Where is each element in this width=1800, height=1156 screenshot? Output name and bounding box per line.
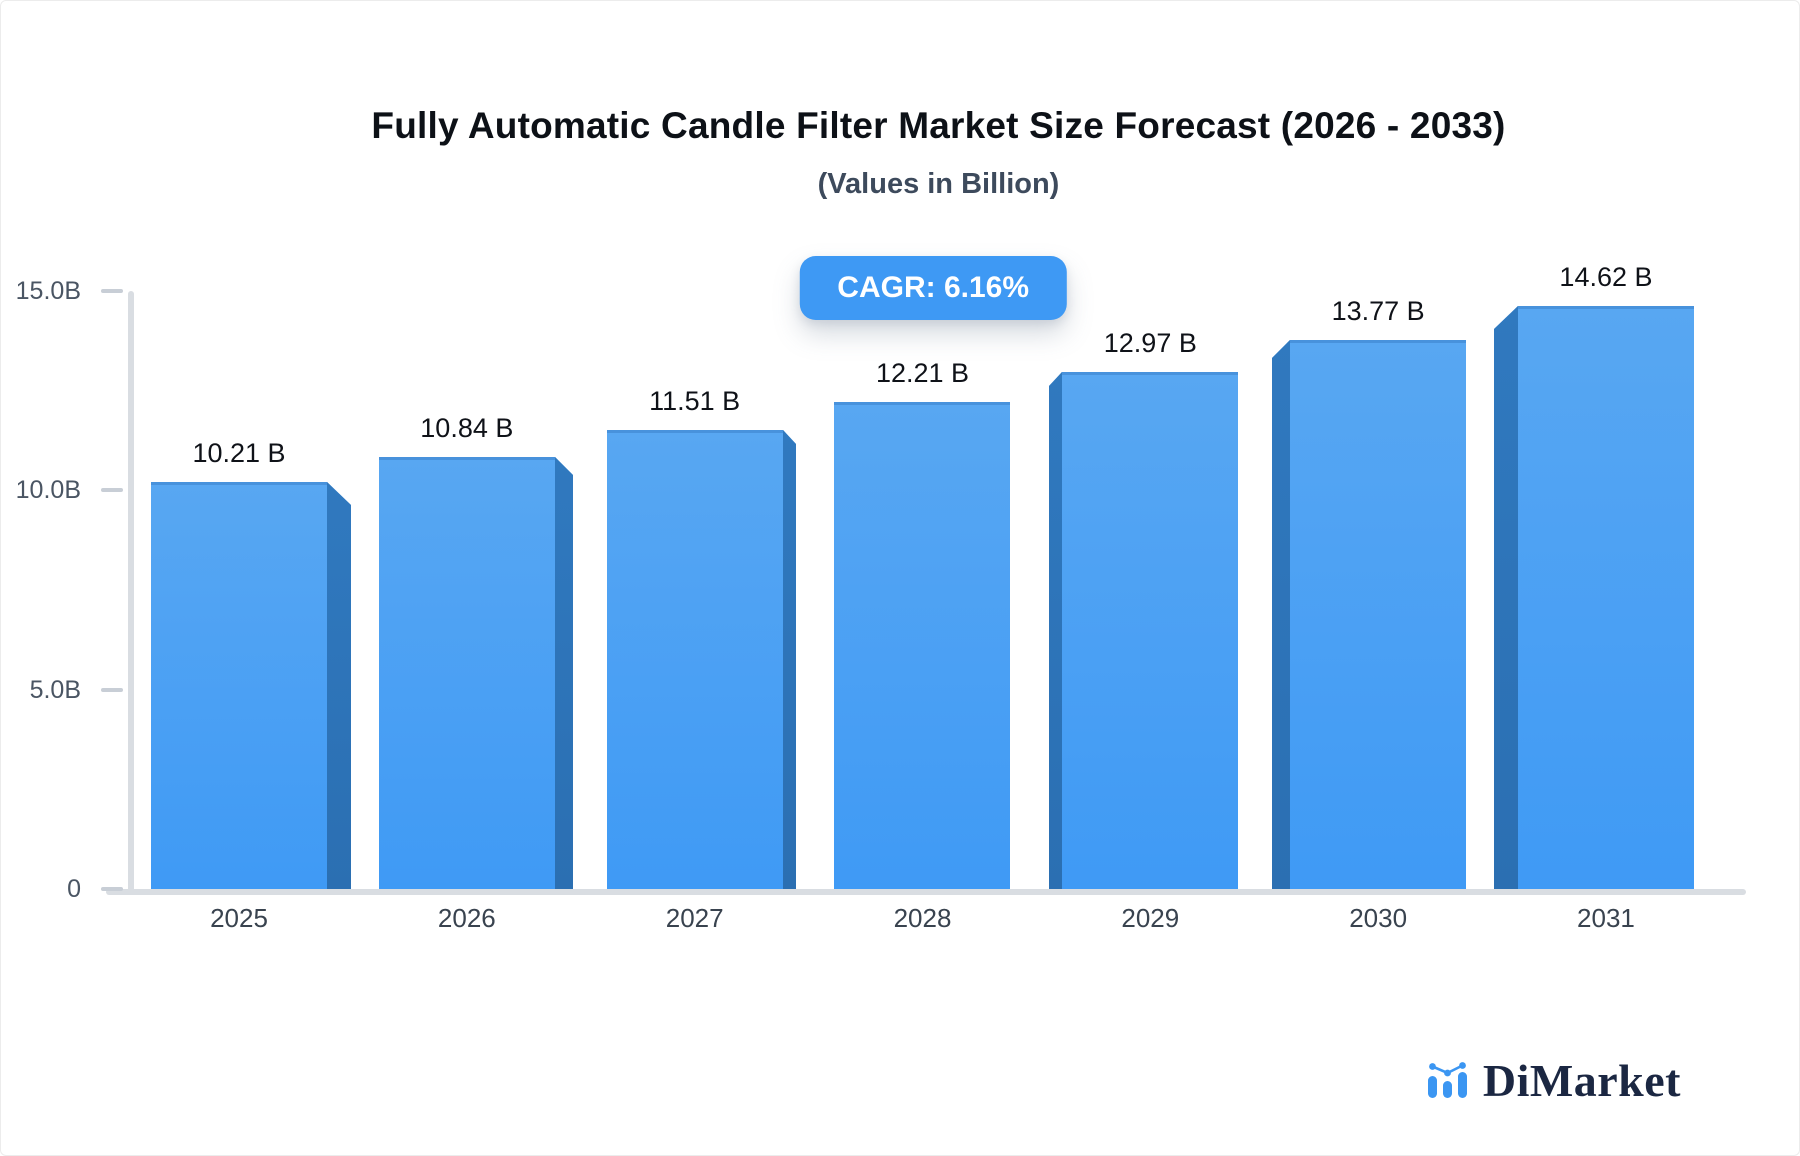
bar-3d-side xyxy=(1494,306,1518,889)
bar-chart-logo-icon xyxy=(1427,1062,1467,1098)
bar-3d-side xyxy=(327,482,351,889)
bar-value-label-2031: 14.62 B xyxy=(1559,262,1653,292)
bar-2030 xyxy=(1272,340,1466,889)
bar-3d-side xyxy=(783,430,796,889)
chart-title: Fully Automatic Candle Filter Market Siz… xyxy=(371,105,1506,146)
y-tick xyxy=(101,687,123,692)
y-tick xyxy=(101,887,123,891)
bar-value-label-2029: 12.97 B xyxy=(1103,328,1197,358)
cagr-badge: CAGR: 6.16% xyxy=(799,256,1068,320)
y-axis-line xyxy=(128,291,134,894)
bar-value-label-2025: 10.21 B xyxy=(192,438,286,468)
bar-value-label-2028: 12.21 B xyxy=(875,358,970,388)
bar-2025 xyxy=(151,482,351,889)
brand-logo: DiMarket xyxy=(1424,1054,1681,1107)
x-axis-line xyxy=(106,889,1746,895)
bar-2029 xyxy=(1049,372,1238,889)
bar-2028 xyxy=(834,402,1010,889)
bar-value-label-2030: 13.77 B xyxy=(1331,296,1425,326)
y-axis-label: 10.0B xyxy=(15,476,81,505)
plot-area xyxy=(131,291,1746,889)
bar-3d-side xyxy=(555,457,573,889)
x-axis-label-2026: 2026 xyxy=(437,903,496,933)
x-axis-label-2025: 2025 xyxy=(210,903,268,933)
x-axis-label-2029: 2029 xyxy=(1121,903,1180,933)
y-axis-label: 15.0B xyxy=(15,277,81,305)
bar-value-label-2026: 10.84 B xyxy=(420,413,514,443)
y-tick xyxy=(101,289,123,293)
brand-name: DiMarket xyxy=(1482,1055,1681,1106)
y-axis-label: 5.0B xyxy=(29,675,81,704)
y-tick xyxy=(101,488,123,493)
bar-3d-side xyxy=(1272,340,1290,889)
bar-2026 xyxy=(379,457,573,889)
bar-2027 xyxy=(607,430,796,889)
x-axis-label-2028: 2028 xyxy=(893,903,952,933)
chart-subtitle: (Values in Billion) xyxy=(817,168,1060,200)
bar-3d-side xyxy=(1049,372,1062,889)
bar-value-label-2027: 11.51 B xyxy=(649,386,741,416)
x-axis-label-2030: 2030 xyxy=(1349,903,1408,933)
x-axis-label-2027: 2027 xyxy=(665,903,724,933)
bar-2031 xyxy=(1494,306,1694,889)
y-axis-label: 0 xyxy=(67,875,81,903)
x-axis-label-2031: 2031 xyxy=(1577,903,1635,933)
